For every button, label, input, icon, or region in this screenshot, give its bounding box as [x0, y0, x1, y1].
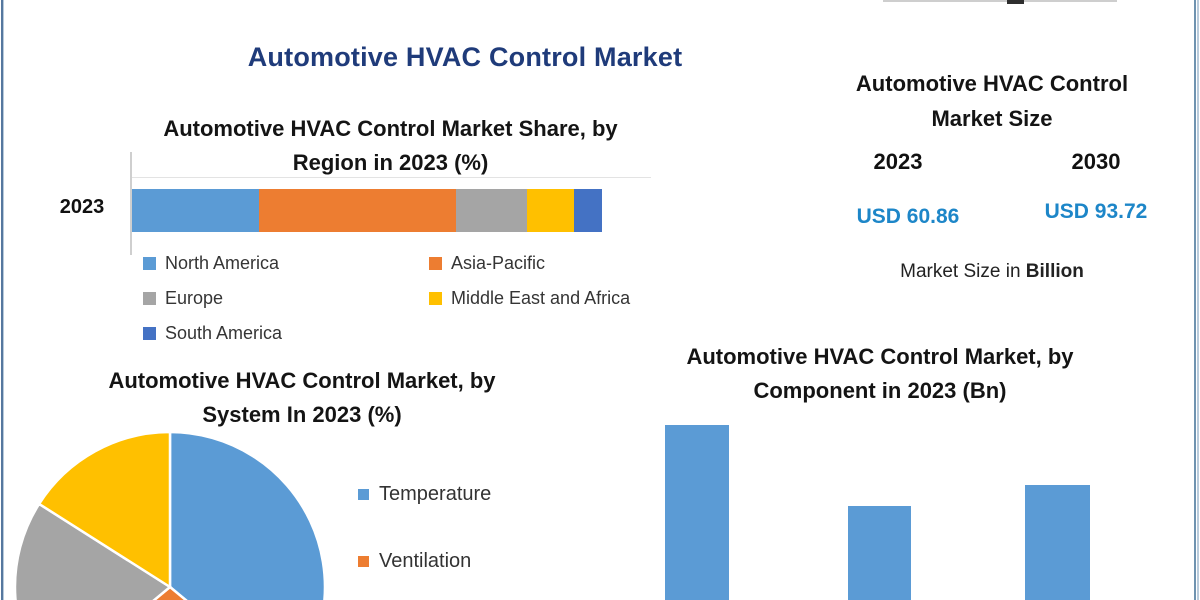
region-year-label: 2023	[59, 196, 105, 218]
system-chart-title-line2: System In 2023 (%)	[202, 402, 402, 427]
legend-label: Middle East and Africa	[451, 287, 631, 308]
right-frame-border-light	[1197, 0, 1199, 600]
europe-swatch-icon	[143, 291, 156, 305]
top-cutoff-text-fragment-dark	[1007, 0, 1024, 4]
component-bars	[640, 420, 1110, 600]
legend-item-north-america: North America	[143, 251, 429, 275]
region-plot-top-gridline	[131, 177, 651, 178]
region-chart-axis	[130, 152, 132, 255]
component-bar	[848, 506, 911, 600]
system-chart-title: Automotive HVAC Control Market, by Syste…	[62, 364, 542, 432]
pie-slice	[37, 430, 172, 590]
region-bar-segment	[526, 189, 574, 232]
market-size-title: Automotive HVAC Control Market Size	[811, 66, 1173, 136]
component-chart-title-line2: Component in 2023 (Bn)	[753, 378, 1007, 403]
right-frame-border	[1194, 0, 1196, 600]
legend-label: Europe	[165, 287, 224, 308]
market-size-caption-regular: Market Size in	[900, 261, 1026, 282]
legend-item-middle-east-africa: Middle East and Africa	[429, 286, 688, 310]
region-stacked-bar	[132, 189, 603, 232]
market-size-caption-bold: Billion	[1025, 261, 1084, 282]
pie-slice	[168, 430, 327, 600]
component-chart-title: Automotive HVAC Control Market, by Compo…	[645, 340, 1115, 408]
component-bar	[665, 425, 729, 600]
market-size-title-line1: Automotive HVAC Control	[855, 71, 1129, 96]
temperature-swatch-icon	[358, 488, 369, 500]
legend-item-temperature: Temperature	[358, 482, 491, 506]
market-size-caption: Market Size in Billion	[811, 261, 1173, 283]
legend-item-asia-pacific: Asia-Pacific	[429, 251, 688, 275]
component-bar	[1025, 485, 1090, 600]
pie-slice	[13, 502, 173, 600]
component-chart-title-line1: Automotive HVAC Control Market, by	[686, 344, 1074, 369]
region-chart-title-line1: Automotive HVAC Control Market Share, by	[163, 116, 618, 141]
left-frame-border-light	[3, 0, 4, 600]
region-bar-segment	[258, 189, 457, 232]
pie-slice	[152, 585, 188, 600]
legend-item-south-america: South America	[143, 321, 429, 345]
legend-label: Temperature	[379, 482, 492, 505]
left-frame-border	[1, 0, 3, 600]
legend-label: Asia-Pacific	[451, 252, 546, 273]
region-bar-segment	[132, 189, 259, 232]
page-title: Automotive HVAC Control Market	[247, 42, 683, 72]
south-america-swatch-icon	[143, 326, 156, 340]
region-bar-segment	[456, 189, 527, 232]
asia-pacific-swatch-icon	[429, 256, 442, 270]
north-america-swatch-icon	[143, 256, 156, 270]
region-bar-segment	[573, 189, 603, 232]
ventilation-swatch-icon	[358, 555, 369, 567]
middle-east-africa-swatch-icon	[429, 291, 442, 305]
legend-item-ventilation: Ventilation	[358, 549, 471, 573]
market-size-title-line2: Market Size	[931, 106, 1053, 131]
region-legend: North America Asia-Pacific Europe Middle…	[143, 251, 688, 345]
system-chart-title-line1: Automotive HVAC Control Market, by	[108, 368, 496, 393]
system-pie-chart	[13, 430, 327, 600]
year-2030-label: 2030	[1071, 149, 1121, 174]
legend-item-europe: Europe	[143, 286, 429, 310]
year-2023-label: 2023	[873, 149, 923, 174]
region-chart-title-line2: Region in 2023 (%)	[292, 150, 489, 175]
legend-label: South America	[165, 322, 283, 343]
legend-label: Ventilation	[379, 549, 472, 572]
legend-label: North America	[165, 252, 280, 273]
market-size-value-2030: USD 93.72	[1044, 200, 1148, 223]
region-chart-title: Automotive HVAC Control Market Share, by…	[108, 112, 673, 180]
top-cutoff-text-fragment	[883, 0, 1117, 2]
market-size-value-2023: USD 60.86	[856, 205, 960, 228]
